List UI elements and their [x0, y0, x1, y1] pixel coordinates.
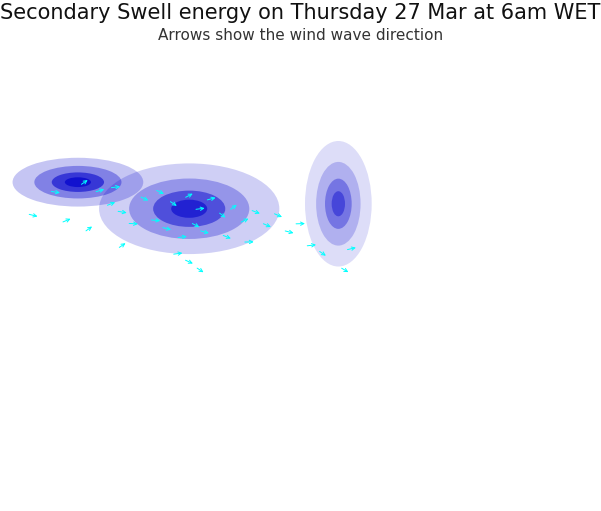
Ellipse shape [52, 172, 104, 192]
Text: Arrows show the wind wave direction: Arrows show the wind wave direction [158, 29, 443, 43]
Ellipse shape [325, 179, 352, 229]
Ellipse shape [13, 158, 143, 206]
Ellipse shape [99, 164, 279, 254]
Ellipse shape [65, 177, 91, 187]
Ellipse shape [129, 178, 249, 239]
Ellipse shape [305, 141, 371, 267]
Ellipse shape [34, 166, 121, 198]
Ellipse shape [316, 162, 361, 246]
Ellipse shape [171, 200, 207, 218]
Ellipse shape [153, 191, 225, 227]
Text: Secondary Swell energy on Thursday 27 Mar at 6am WET: Secondary Swell energy on Thursday 27 Ma… [1, 3, 600, 23]
Ellipse shape [332, 191, 345, 216]
